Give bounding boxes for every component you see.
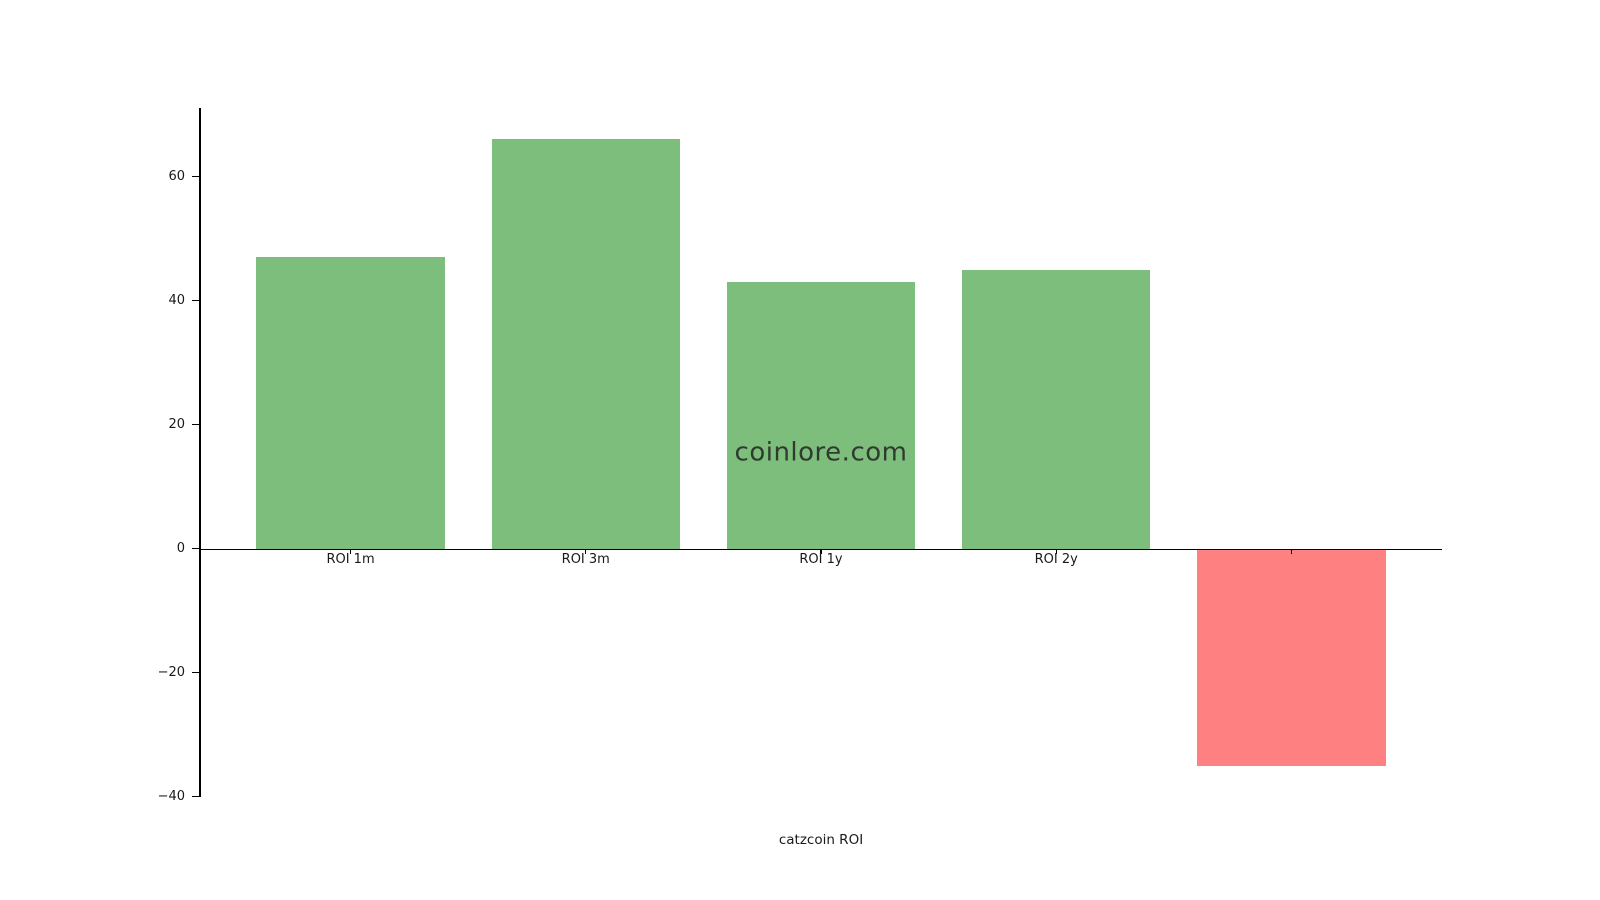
y-tick-label-−40: −40	[157, 788, 185, 804]
bar-roi-1y	[726, 281, 916, 549]
x-tick-label-roi-3m: ROI 3m	[561, 551, 610, 567]
y-tick-−40	[192, 796, 200, 798]
y-tick-60	[192, 175, 200, 178]
x-tick-label-roi-1y: ROI 1y	[799, 551, 843, 567]
x-tick-roi-3m	[585, 548, 587, 554]
x-tick-col-5	[1290, 548, 1293, 554]
y-tick-label-40: 40	[168, 292, 185, 308]
y-tick-label-0: 0	[176, 540, 185, 556]
x-tick-label-roi-2y: ROI 2y	[1034, 551, 1078, 567]
x-tick-label-roi-1m: ROI 1m	[326, 551, 375, 567]
bar-col-5	[1197, 548, 1386, 766]
bar-roi-1m	[256, 257, 445, 549]
x-tick-roi-1y	[820, 548, 822, 554]
y-tick-label-−20: −20	[157, 664, 185, 680]
watermark: coinlore.com	[734, 436, 908, 467]
y-tick-−20	[192, 672, 200, 674]
y-axis-spine	[199, 108, 201, 797]
y-tick-40	[192, 299, 200, 302]
x-axis-title: catzcoin ROI	[778, 832, 864, 848]
y-tick-label-20: 20	[168, 416, 185, 432]
x-tick-roi-1m	[349, 548, 352, 554]
y-tick-label-60: 60	[168, 168, 185, 184]
plot-area: coinlore.com 60 40 20 0 −20 −40 ROI 1m ROI 3m RO…	[158, 108, 1442, 804]
x-tick-roi-2y	[1055, 548, 1057, 554]
y-tick-20	[192, 423, 200, 426]
bar-roi-3m	[491, 139, 680, 549]
y-tick-0	[192, 547, 200, 550]
bar-roi-2y	[962, 269, 1151, 549]
